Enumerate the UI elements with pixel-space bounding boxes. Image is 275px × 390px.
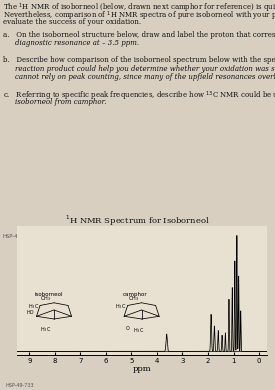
Text: H$_3$C: H$_3$C (28, 302, 39, 311)
Text: a.   On the isoborneol structure below, draw and label the proton that correspon: a. On the isoborneol structure below, dr… (3, 31, 275, 39)
Text: HO: HO (26, 310, 34, 315)
Text: CH$_3$: CH$_3$ (40, 294, 51, 303)
Text: reaction product could help you determine whether your oxidation was successful.: reaction product could help you determin… (15, 65, 275, 73)
Text: CH$_3$: CH$_3$ (128, 294, 139, 303)
Text: isoborneol from camphor.: isoborneol from camphor. (15, 98, 107, 106)
X-axis label: ppm: ppm (132, 365, 151, 373)
Text: $^{1}$H NMR Spectrum for Isoborneol: $^{1}$H NMR Spectrum for Isoborneol (65, 214, 210, 228)
Text: diagnostic resonance at – 3.5 ppm.: diagnostic resonance at – 3.5 ppm. (15, 39, 139, 48)
Text: HSP-49-733: HSP-49-733 (3, 234, 33, 239)
Text: H$_3$C: H$_3$C (115, 302, 126, 311)
Text: O: O (126, 326, 130, 331)
Text: c.   Referring to specific peak frequencies, describe how $^{13}$C NMR could be : c. Referring to specific peak frequencie… (3, 90, 275, 103)
Text: H$_3$C: H$_3$C (133, 326, 144, 335)
Text: HSP-49-733: HSP-49-733 (6, 383, 34, 388)
Text: evaluate the success of your oxidation.: evaluate the success of your oxidation. (3, 18, 141, 26)
Text: Nevertheless, comparison of $^{1}$H NMR spectra of pure isoborneol with your pro: Nevertheless, comparison of $^{1}$H NMR … (3, 10, 275, 23)
Text: isoborneol: isoborneol (35, 292, 63, 297)
Text: camphor: camphor (122, 292, 147, 297)
Text: b.   Describe how comparison of the isoborneol spectrum below with the spectrum : b. Describe how comparison of the isobor… (3, 56, 275, 64)
Text: The $^{1}$H NMR of isoborneol (below, drawn next camphor for reference) is quite: The $^{1}$H NMR of isoborneol (below, dr… (3, 1, 275, 14)
Text: H$_3$C: H$_3$C (40, 325, 51, 334)
Text: cannot rely on peak counting, since many of the upfield resonances overlap.: cannot rely on peak counting, since many… (15, 73, 275, 81)
